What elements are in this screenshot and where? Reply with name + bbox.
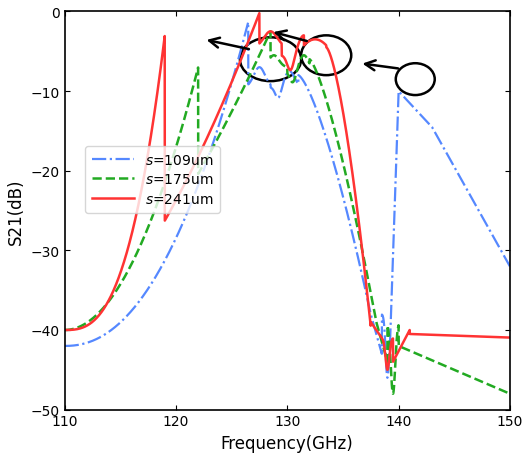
$s$=175um: [493, 385, 499, 391]
$s$=241um: [61, 328, 68, 333]
$s$=109um: [471, 201, 478, 206]
$s$=241um: [384, 367, 391, 373]
$s$=175um: [249, 69, 255, 75]
$s$=109um: [493, 240, 500, 246]
$s$=241um: [507, 335, 513, 341]
$s$=109um: [384, 375, 391, 381]
$s$=109um: [385, 368, 392, 374]
$s$=109um: [249, 78, 255, 83]
Y-axis label: S21(dB): S21(dB): [7, 178, 25, 244]
$s$=109um: [252, 70, 259, 75]
X-axis label: Frequency(GHz): Frequency(GHz): [221, 434, 354, 452]
$s$=109um: [61, 343, 68, 349]
$s$=109um: [273, 94, 279, 100]
Legend: $s$=109um, $s$=175um, $s$=241um: $s$=109um, $s$=175um, $s$=241um: [85, 146, 220, 213]
$s$=109um: [507, 264, 513, 269]
$s$=175um: [273, 55, 279, 60]
Line: $s$=175um: $s$=175um: [65, 32, 510, 394]
$s$=175um: [385, 326, 391, 332]
$s$=241um: [493, 335, 500, 340]
$s$=241um: [471, 334, 478, 339]
$s$=175um: [252, 62, 259, 67]
$s$=241um: [252, 22, 259, 28]
$s$=241um: [273, 34, 279, 40]
$s$=241um: [256, 11, 262, 17]
$s$=175um: [61, 328, 68, 333]
$s$=241um: [385, 364, 392, 370]
Line: $s$=241um: $s$=241um: [65, 14, 510, 370]
$s$=175um: [507, 391, 513, 397]
$s$=175um: [267, 29, 273, 35]
Line: $s$=109um: $s$=109um: [65, 23, 510, 378]
$s$=241um: [249, 31, 255, 37]
$s$=109um: [245, 20, 251, 26]
$s$=175um: [471, 376, 478, 381]
